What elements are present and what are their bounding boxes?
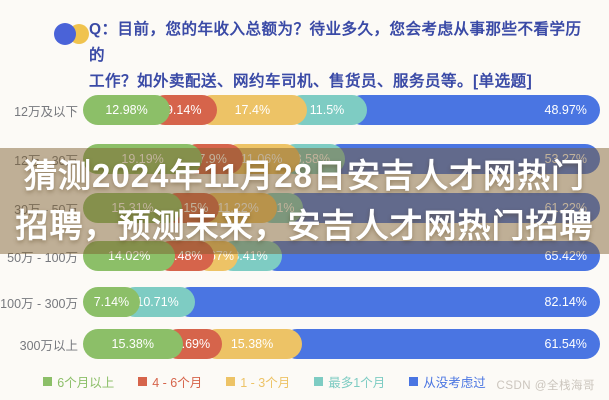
bar-segment-blue: 65.42% — [261, 241, 600, 271]
stacked-bar: 12.98% 9.14% 17.4% 11.5% 48.97% — [83, 95, 600, 125]
bar-segment-blue: 61.54% — [281, 329, 600, 359]
category-label: 30万 - 50万 — [0, 193, 78, 223]
stacked-bar: 15.31% 7.15% 11.22% 5.1% 61.22% — [83, 193, 600, 223]
chart-row: 300万以上 15.38% 7.69% 15.38% 61.54% — [0, 329, 609, 359]
question-line-2: 工作？如外卖配送、网约车司机、售货员、服务员等。[单选题] — [89, 73, 533, 90]
stacked-bar: 19.19% 7.9% 11.06% 8.58% 53.27% — [83, 144, 600, 174]
chart-row: 50万 - 100万 14.02% 7.48% 4.67% 8.41% 65.42% — [0, 241, 609, 271]
banner-overlay: 猜测2024年11月28日安吉人才网热门 招聘，预测未来，安吉人才网热门招聘 — [0, 148, 609, 254]
segment-value-label: 14.02% — [108, 249, 151, 263]
bar-segment-yellow: 17.4% — [197, 95, 308, 125]
bar-segment-green: 15.38% — [83, 329, 183, 359]
legend: 6个月以上 4 - 6个月 1 - 3个月 最多1个月 从没考虑过 — [0, 372, 609, 391]
category-label: 300万以上 — [0, 329, 78, 359]
legend-item: 6个月以上 — [43, 372, 114, 391]
legend-label: 4 - 6个月 — [152, 376, 203, 390]
category-label-text: 300万以上 — [19, 338, 78, 353]
legend-label: 从没考虑过 — [423, 376, 486, 390]
legend-item: 1 - 3个月 — [226, 372, 290, 391]
bar-segment-green: 14.02% — [83, 241, 176, 271]
segment-value-label: 12.98% — [105, 103, 148, 117]
category-label-text: 50万 - 100万 — [7, 250, 78, 265]
stacked-bar: 15.38% 7.69% 15.38% 61.54% — [83, 329, 600, 359]
chart-row: 12万及以下 12.98% 9.14% 17.4% 11.5% 48.97% — [0, 95, 609, 125]
bar-segment-blue: 53.27% — [324, 144, 600, 174]
legend-item: 最多1个月 — [314, 372, 385, 391]
segment-value-label: 61.22% — [544, 201, 587, 215]
segment-value-label: 15.38% — [111, 337, 154, 351]
bar-segment-blue: 82.14% — [175, 287, 600, 317]
segment-value-label: 17.4% — [234, 103, 271, 117]
legend-item: 4 - 6个月 — [138, 372, 202, 391]
bar-segment-green: 7.14% — [83, 287, 140, 317]
segment-value-label: 11.22% — [217, 201, 259, 215]
category-label-text: 100万 - 300万 — [0, 296, 78, 311]
stacked-bar: 7.14% 10.71% 82.14% — [83, 287, 600, 317]
segment-value-label: 7.48% — [167, 249, 203, 263]
bar-segment-blue: 48.97% — [346, 95, 600, 125]
watermark: CSDN @全栈海哥 — [496, 380, 595, 392]
banner-line-2: 招聘，预测未来，安吉人才网热门招聘 — [15, 207, 594, 244]
legend-label: 1 - 3个月 — [240, 376, 291, 390]
legend-item: 从没考虑过 — [409, 372, 486, 391]
stacked-bar: 14.02% 7.48% 4.67% 8.41% 65.42% — [83, 241, 600, 271]
segment-value-label: 11.5% — [309, 103, 345, 117]
segment-value-label: 7.69% — [174, 337, 211, 351]
question-title: Q：目前，您的年收入总额为？待业多久，您会考虑从事那些不看学历的 工作？如外卖配… — [89, 17, 589, 95]
category-label-text: 12万及以下 — [14, 104, 78, 119]
chart-row: 100万 - 300万 7.14% 10.71% 82.14% — [0, 287, 609, 317]
bar-segment-green: 19.19% — [83, 144, 203, 174]
legend-swatch-icon — [409, 377, 419, 386]
category-label: 50万 - 100万 — [0, 241, 78, 271]
chart-row: 12万 - 30万 19.19% 7.9% 11.06% 8.58% 53.27% — [0, 144, 609, 174]
segment-value-label: 65.42% — [544, 249, 587, 263]
segment-value-label: 15.38% — [230, 337, 274, 351]
segment-value-label: 10.71% — [136, 295, 179, 309]
category-label-text: 12万 - 30万 — [14, 153, 78, 168]
legend-label: 最多1个月 — [328, 376, 386, 390]
category-label: 100万 - 300万 — [0, 287, 78, 317]
segment-value-label: 48.97% — [544, 103, 587, 117]
bar-segment-blue: 61.22% — [283, 193, 600, 223]
segment-value-label: 19.19% — [121, 152, 164, 166]
category-label-text: 30万 - 50万 — [14, 202, 78, 217]
banner-line-1: 猜测2024年11月28日安吉人才网热门 — [23, 157, 585, 194]
category-label: 12万及以下 — [0, 95, 78, 125]
segment-value-label: 61.54% — [544, 337, 587, 351]
segment-value-label: 15.31% — [111, 201, 154, 215]
segment-value-label: 82.14% — [544, 295, 587, 309]
question-bubbles-icon — [54, 22, 94, 46]
chart-row: 30万 - 50万 15.31% 7.15% 11.22% 5.1% 61.22% — [0, 193, 609, 223]
legend-label: 6个月以上 — [57, 376, 115, 390]
segment-value-label: 8.58% — [294, 152, 331, 166]
legend-swatch-icon — [43, 377, 53, 386]
question-line-1: Q：目前，您的年收入总额为？待业多久，您会考虑从事那些不看学历的 — [89, 21, 582, 64]
segment-value-label: 7.14% — [93, 295, 130, 309]
segment-value-label: 53.27% — [544, 152, 587, 166]
segment-value-label: 11.06% — [240, 152, 283, 166]
legend-swatch-icon — [138, 377, 148, 386]
blue-circle-icon — [54, 23, 76, 45]
bar-segment-green: 12.98% — [83, 95, 171, 125]
bar-segment-green: 15.31% — [83, 193, 183, 223]
segment-value-label: 8.41% — [232, 249, 268, 263]
legend-swatch-icon — [226, 377, 236, 386]
legend-swatch-icon — [314, 377, 324, 386]
segment-value-label: 9.14% — [165, 103, 202, 117]
segment-value-label: 7.9% — [198, 152, 227, 166]
category-label: 12万 - 30万 — [0, 144, 78, 174]
